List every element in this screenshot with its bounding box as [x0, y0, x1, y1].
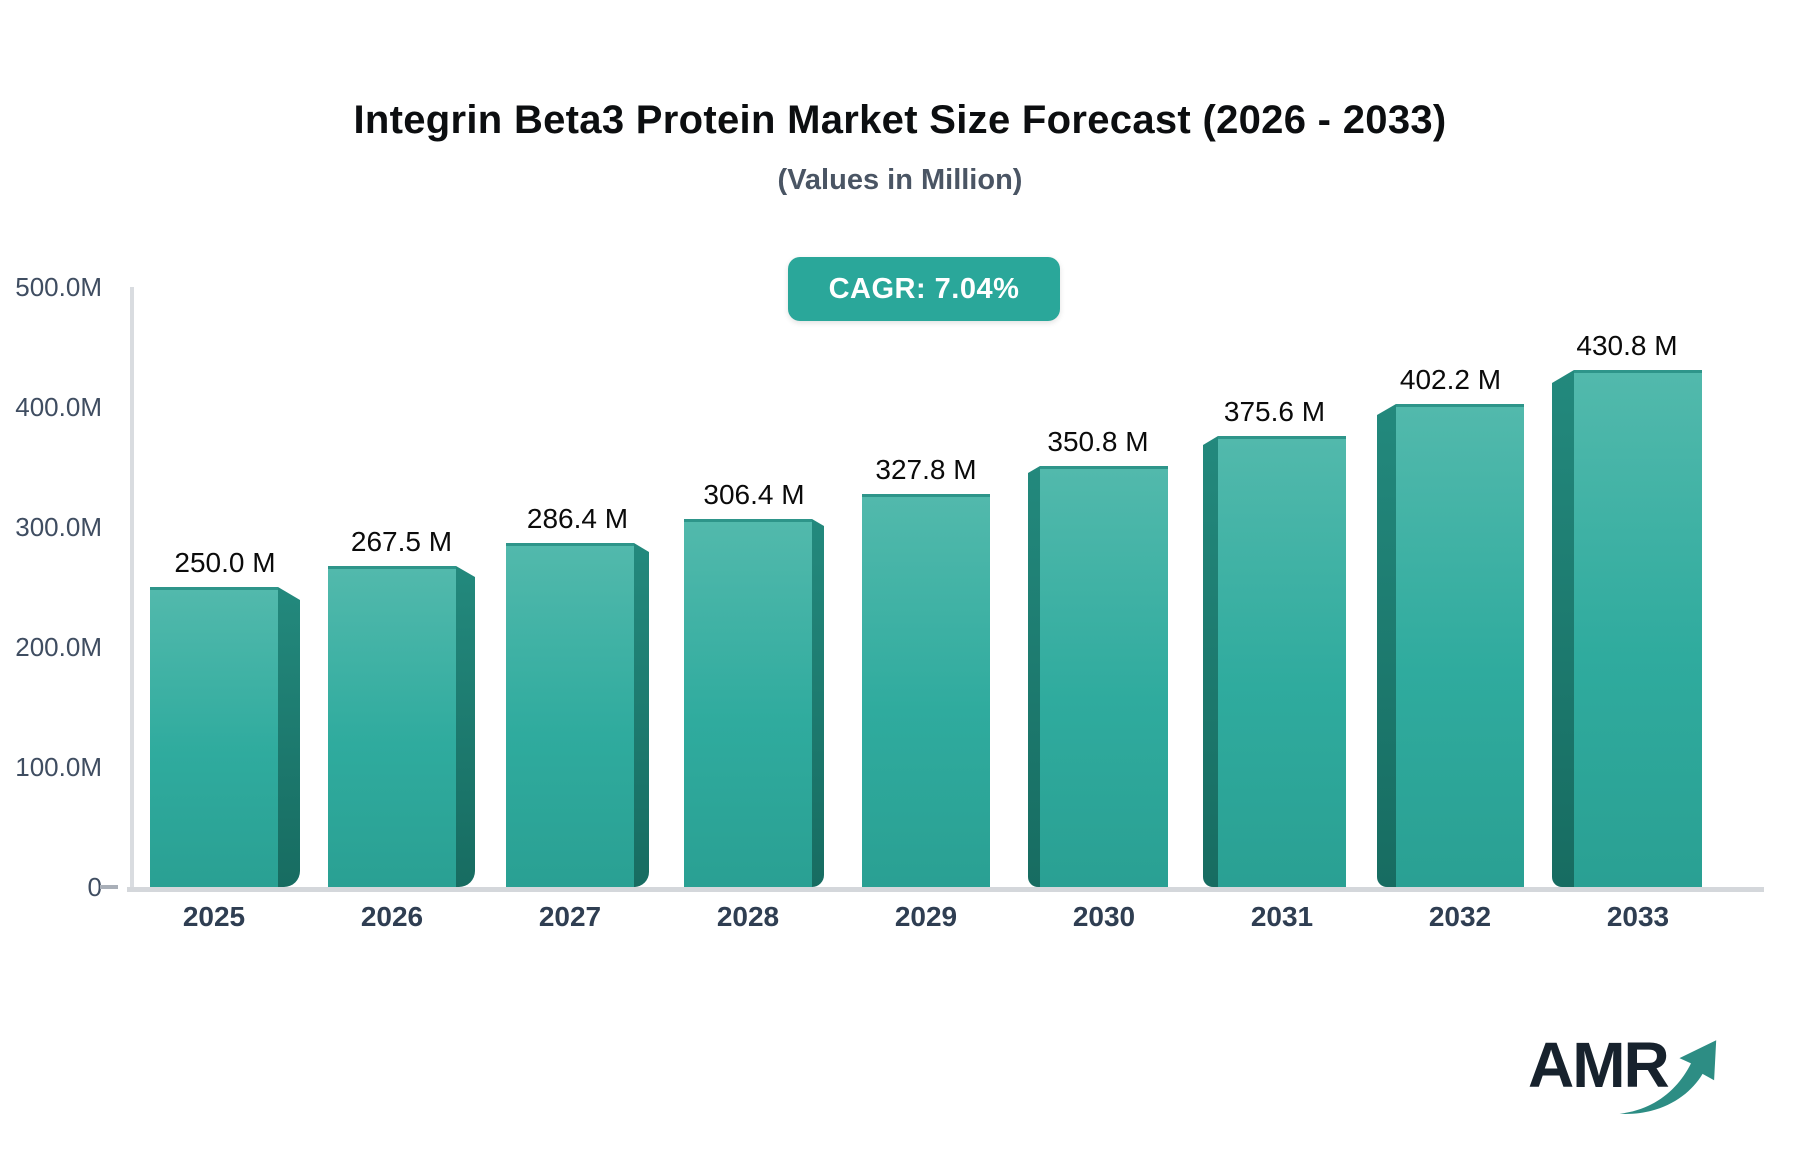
bar-value-label: 375.6 M: [1223, 396, 1326, 427]
bar-value-label: 250.0 M: [174, 547, 276, 578]
x-axis-label: 2029: [894, 901, 958, 932]
bar-value-label: 350.8 M: [1047, 426, 1149, 457]
bar-side-3d[interactable]: [1028, 466, 1040, 887]
bar-side-3d[interactable]: [634, 543, 649, 887]
y-axis-tick-label: 100.0M: [15, 752, 102, 782]
y-axis-tick-label: 500.0M: [15, 272, 102, 302]
y-axis-tick-label: 200.0M: [15, 632, 102, 662]
bar-face[interactable]: [1396, 404, 1524, 887]
x-axis-label: 2032: [1428, 901, 1492, 932]
chart-title: Integrin Beta3 Protein Market Size Forec…: [353, 98, 1447, 142]
bar-value-label: 286.4 M: [526, 503, 629, 534]
y-axis-tick-label: 0: [87, 872, 102, 902]
x-axis-label: 2030: [1072, 901, 1136, 932]
x-axis-label: 2028: [716, 901, 780, 932]
bar-value-label: 430.8 M: [1576, 330, 1678, 361]
x-axis-label: 2027: [538, 901, 602, 932]
bar-side-3d[interactable]: [1552, 370, 1574, 887]
bar-face[interactable]: [328, 566, 456, 887]
cagr-badge: CAGR: 7.04%: [788, 257, 1060, 321]
bar-face[interactable]: [1574, 370, 1702, 887]
chart-subtitle: (Values in Million): [777, 164, 1023, 196]
bar-face[interactable]: [1040, 466, 1168, 887]
bar-side-3d[interactable]: [278, 587, 300, 887]
growth-arrow-icon: [1619, 1040, 1717, 1114]
zero-tick-mark: [100, 885, 118, 889]
x-axis-line: [127, 887, 1764, 892]
x-axis-label: 2026: [360, 901, 424, 932]
bar-face[interactable]: [506, 543, 634, 887]
bar-value-label: 327.8 M: [875, 454, 977, 485]
y-axis-tick-label: 400.0M: [15, 392, 102, 422]
x-axis-label: 2033: [1606, 901, 1670, 932]
bar-side-3d[interactable]: [1203, 436, 1218, 887]
amr-logo: AMR: [1528, 1020, 1728, 1120]
bar-value-label: 267.5 M: [350, 526, 453, 557]
amr-logo-text: AMR: [1528, 1029, 1670, 1101]
y-axis-line: [130, 287, 134, 891]
cagr-badge-label: CAGR: 7.04%: [828, 272, 1020, 305]
bar-face[interactable]: [1218, 436, 1346, 887]
bar-face[interactable]: [862, 494, 990, 887]
bar-side-3d[interactable]: [812, 519, 824, 887]
bar-face[interactable]: [684, 519, 812, 887]
bar-side-3d[interactable]: [1377, 404, 1396, 887]
bar-value-label: 402.2 M: [1399, 364, 1502, 395]
y-axis-tick-label: 300.0M: [15, 512, 102, 542]
x-axis-label: 2031: [1250, 901, 1314, 932]
bar-value-label: 306.4 M: [703, 479, 805, 510]
x-axis-label: 2025: [182, 901, 246, 932]
bar-side-3d[interactable]: [456, 566, 475, 887]
bar-face[interactable]: [150, 587, 278, 887]
